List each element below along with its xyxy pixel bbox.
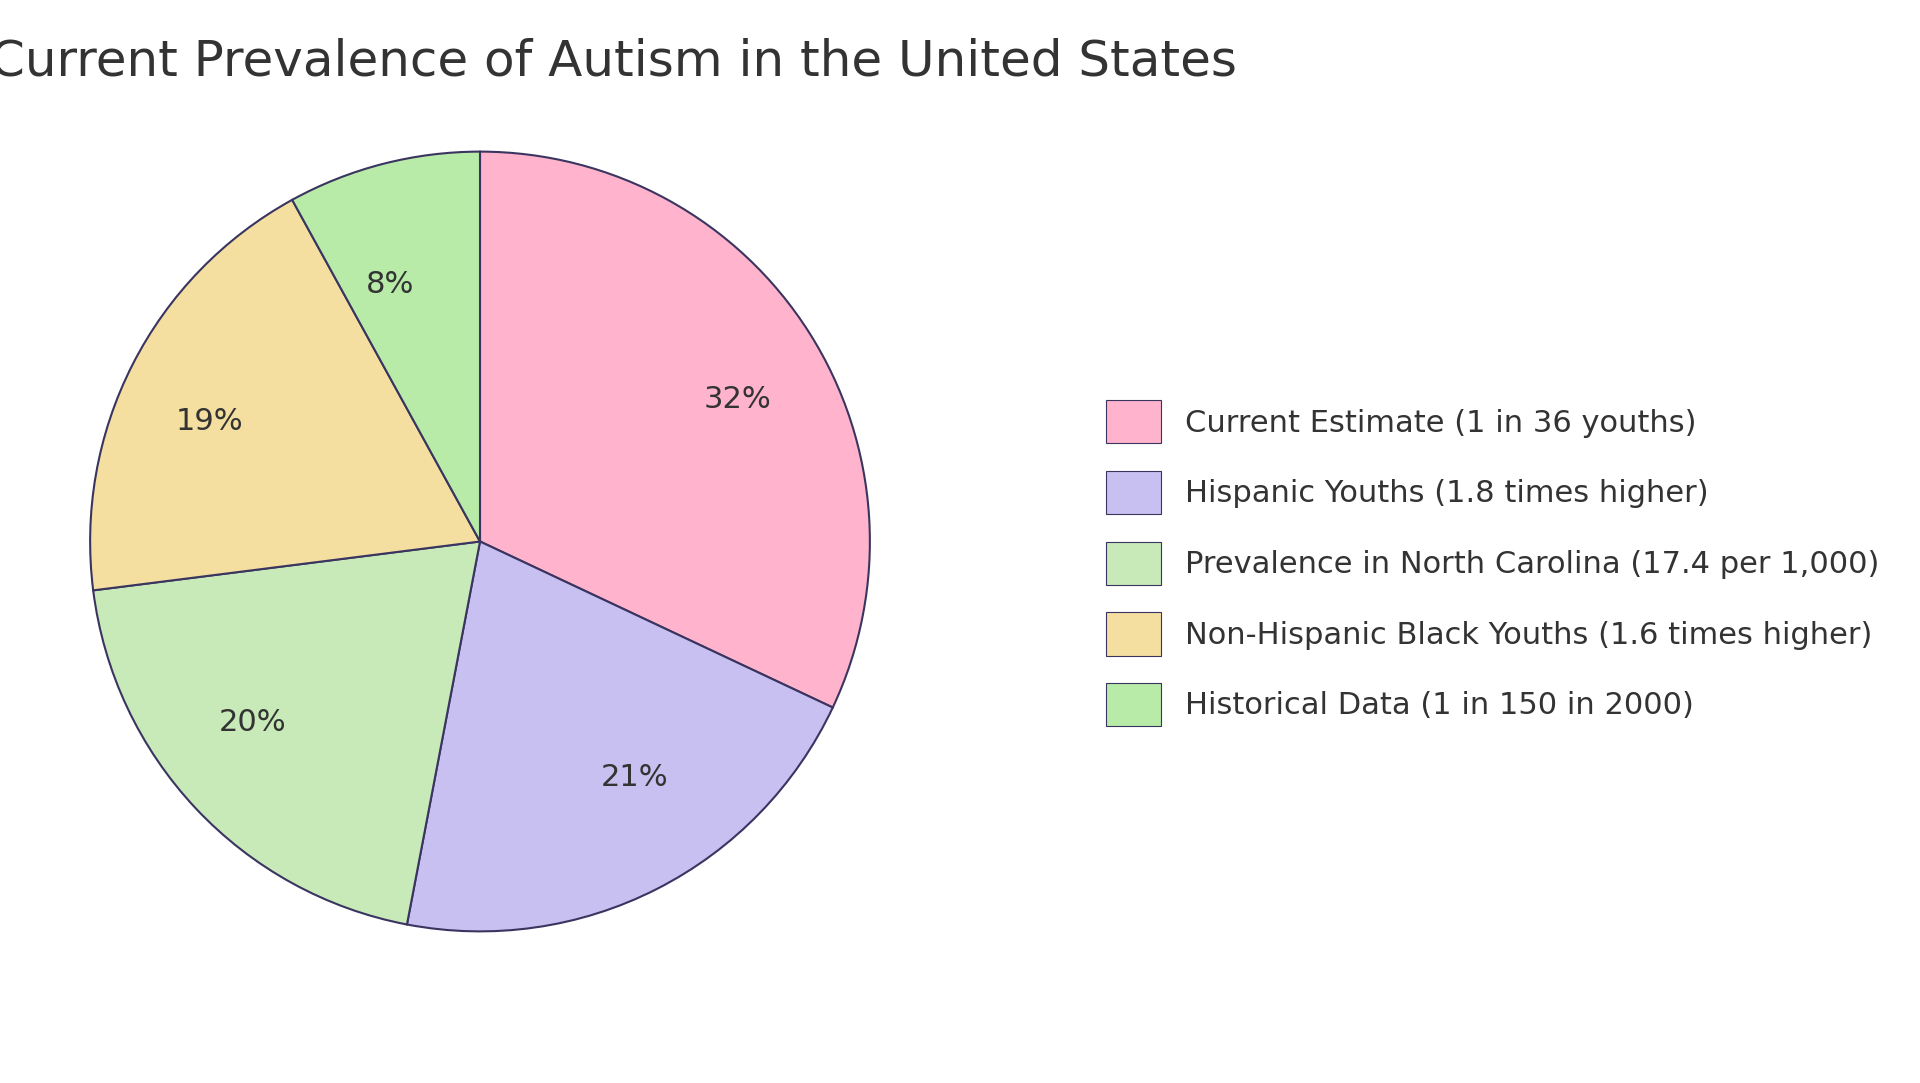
Wedge shape [407,542,833,931]
Wedge shape [90,200,480,590]
Wedge shape [292,152,480,542]
Wedge shape [480,152,870,707]
Text: 32%: 32% [705,384,772,414]
Text: Current Prevalence of Autism in the United States: Current Prevalence of Autism in the Unit… [0,38,1236,86]
Text: 8%: 8% [365,271,415,299]
Text: 20%: 20% [219,708,286,738]
Text: 21%: 21% [601,764,668,793]
Wedge shape [94,542,480,925]
Text: 19%: 19% [177,406,244,435]
Legend: Current Estimate (1 in 36 youths), Hispanic Youths (1.8 times higher), Prevalenc: Current Estimate (1 in 36 youths), Hispa… [1091,384,1895,742]
